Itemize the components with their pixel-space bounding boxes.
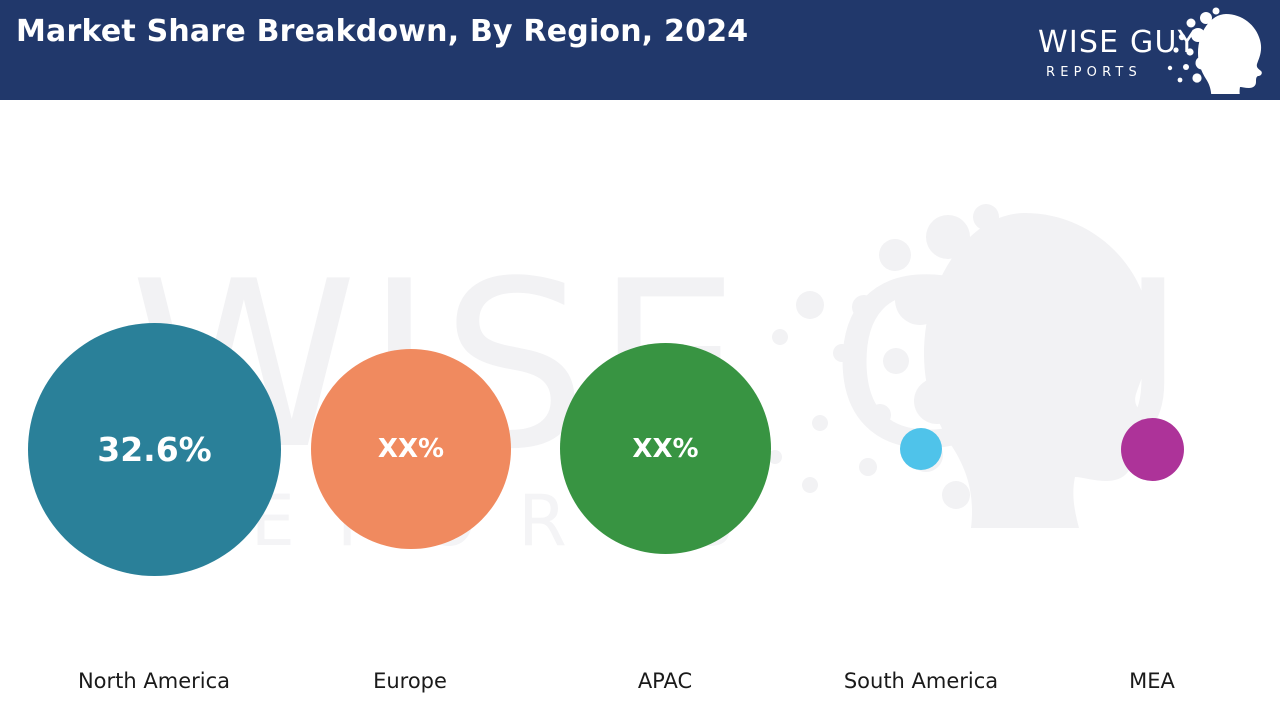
category-label-north-america: North America xyxy=(77,669,231,693)
svg-text:REPORTS: REPORTS xyxy=(1046,65,1142,80)
bubble-value-label: XX% xyxy=(377,434,445,464)
category-label-mea: MEA xyxy=(1129,669,1175,693)
bubble-apac[interactable]: XX% xyxy=(560,343,771,554)
chart-plot-area: WISE GUY REPORTS xyxy=(0,100,1280,720)
bubble-mea[interactable] xyxy=(1121,418,1184,481)
page-title: Market Share Breakdown, By Region, 2024 xyxy=(16,14,749,49)
bubble-value-label: 32.6% xyxy=(97,430,212,469)
svg-text:WISE GUY: WISE GUY xyxy=(1038,25,1197,60)
chart-header-bar: Market Share Breakdown, By Region, 2024 … xyxy=(0,0,1280,100)
category-label-europe: Europe xyxy=(373,669,447,693)
category-label-apac: APAC xyxy=(637,669,693,693)
bubble-south-america[interactable] xyxy=(900,428,942,470)
bubble-north-america[interactable]: 32.6% xyxy=(28,323,281,576)
bubble-europe[interactable]: XX% xyxy=(311,349,511,549)
category-label-south-america: South America xyxy=(843,669,999,693)
wise-guy-reports-logo: WISE GUY REPORTS xyxy=(1030,6,1266,94)
bubble-value-label: XX% xyxy=(632,433,699,464)
